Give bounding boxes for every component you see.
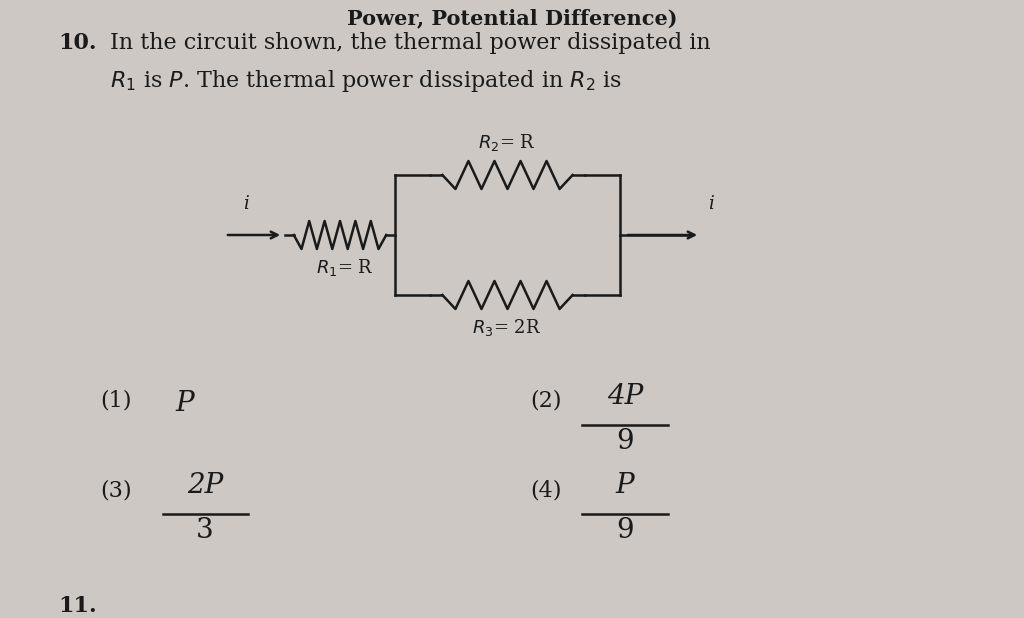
Text: $R_1$ is $P$. The thermal power dissipated in $R_2$ is: $R_1$ is $P$. The thermal power dissipat… — [110, 68, 622, 94]
Text: i: i — [708, 195, 714, 213]
Text: $R_3$= 2R: $R_3$= 2R — [472, 317, 542, 338]
Text: (2): (2) — [530, 390, 561, 412]
Text: (4): (4) — [530, 480, 561, 502]
Text: $R_2$= R: $R_2$= R — [478, 132, 536, 153]
Text: 3: 3 — [197, 517, 214, 544]
Text: Power, Potential Difference): Power, Potential Difference) — [347, 8, 677, 28]
Text: 9: 9 — [616, 428, 634, 455]
Text: 4P: 4P — [607, 383, 643, 410]
Text: (3): (3) — [100, 480, 132, 502]
Text: 2P: 2P — [186, 472, 223, 499]
Text: P: P — [175, 390, 194, 417]
Text: 10.: 10. — [58, 32, 96, 54]
Text: (1): (1) — [100, 390, 131, 412]
Text: $R_1$= R: $R_1$= R — [316, 257, 374, 278]
Text: In the circuit shown, the thermal power dissipated in: In the circuit shown, the thermal power … — [110, 32, 711, 54]
Text: P: P — [615, 472, 634, 499]
Text: 11.: 11. — [58, 595, 96, 617]
Text: 9: 9 — [616, 517, 634, 544]
Text: i: i — [243, 195, 249, 213]
